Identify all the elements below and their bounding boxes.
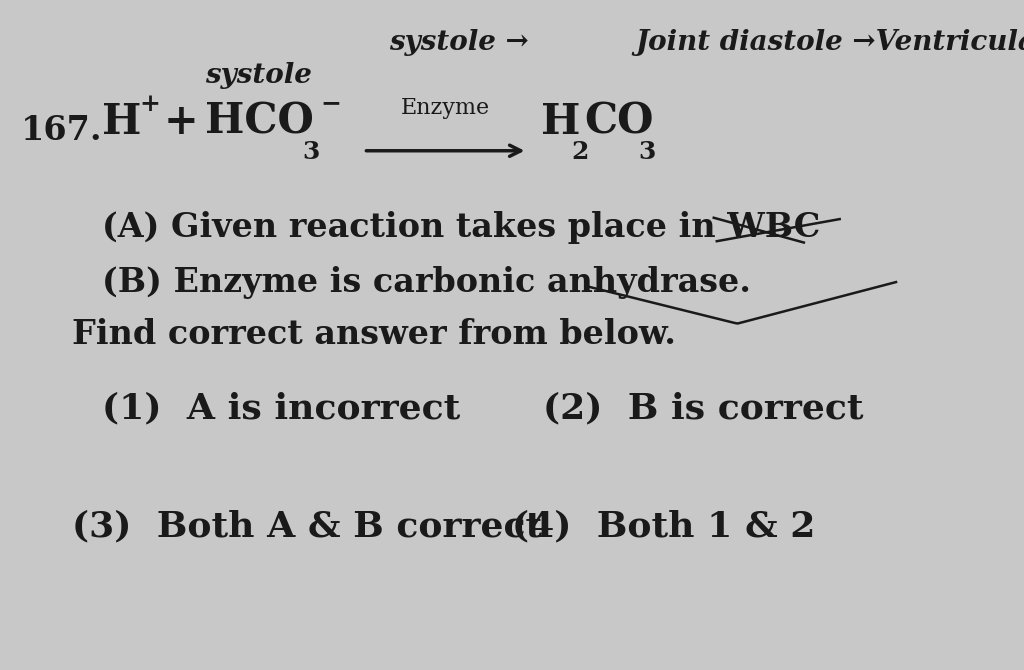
Text: +: +: [139, 92, 160, 115]
Text: 167.: 167.: [20, 114, 102, 147]
Text: (2)  B is correct: (2) B is correct: [543, 392, 863, 426]
Text: HCO: HCO: [205, 101, 313, 143]
Text: −: −: [321, 92, 342, 115]
Text: Joint diastole →Ventricular: Joint diastole →Ventricular: [635, 29, 1024, 56]
Text: (B) Enzyme is carbonic anhydrase.: (B) Enzyme is carbonic anhydrase.: [102, 266, 752, 299]
Text: (1)  A is incorrect: (1) A is incorrect: [102, 392, 461, 426]
Text: (A) Given reaction takes place in WBC: (A) Given reaction takes place in WBC: [102, 211, 820, 244]
Text: H: H: [102, 101, 141, 143]
Text: 3: 3: [638, 141, 655, 164]
Text: (3)  Both A & B correct: (3) Both A & B correct: [72, 509, 542, 543]
Text: systole: systole: [205, 62, 311, 88]
Text: 2: 2: [571, 141, 589, 164]
Text: CO: CO: [585, 101, 654, 143]
Text: Enzyme: Enzyme: [400, 96, 490, 119]
Text: 3: 3: [302, 141, 319, 164]
Text: H: H: [541, 101, 580, 143]
Text: systole →: systole →: [389, 29, 528, 56]
Text: (4)  Both 1 & 2: (4) Both 1 & 2: [512, 509, 815, 543]
Text: Find correct answer from below.: Find correct answer from below.: [72, 318, 676, 351]
Text: +: +: [164, 101, 199, 143]
